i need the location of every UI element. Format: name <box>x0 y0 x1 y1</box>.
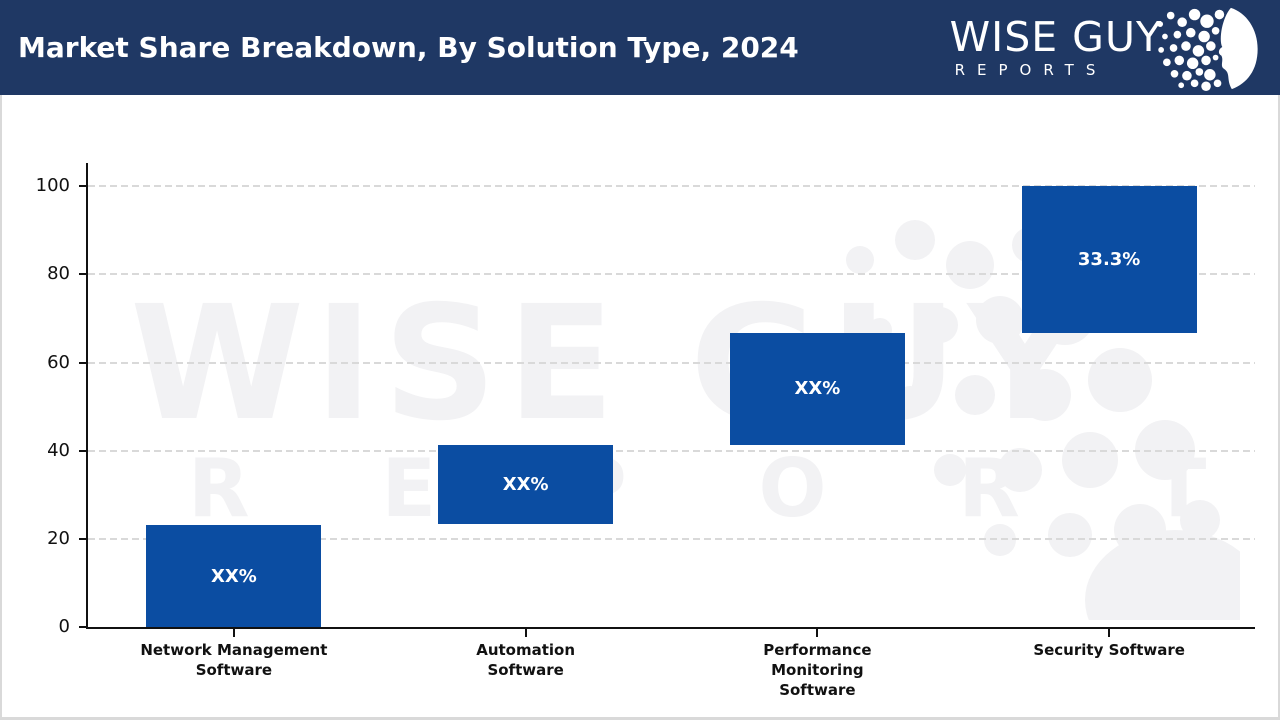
y-gridline <box>88 361 1255 364</box>
page-border-right <box>1278 95 1280 720</box>
bar-segment: 33.3% <box>1021 186 1197 334</box>
y-tick-label: 20 <box>47 527 70 549</box>
x-category-label-line: Software <box>195 661 273 679</box>
bar-value-label: XX% <box>794 378 841 400</box>
x-category-label: Security Software <box>963 640 1255 660</box>
x-axis-line <box>86 627 1255 629</box>
x-category-label-line: Software <box>779 681 856 699</box>
bar-segment: XX% <box>146 525 322 627</box>
y-tick-label: 60 <box>47 351 70 373</box>
y-gridline <box>88 185 1255 188</box>
brand-wordmark: WISE GUY <box>949 12 1162 61</box>
y-tick-label: 100 <box>35 175 70 197</box>
y-tick-mark <box>79 537 87 540</box>
x-category-label-line: Software <box>487 661 564 679</box>
y-tick-mark <box>79 449 87 452</box>
bar-segment: XX% <box>438 444 614 525</box>
x-category-label: Network Management Software <box>88 640 380 680</box>
bar-value-label: XX% <box>502 474 549 496</box>
brand-subtitle: REPORTS <box>954 60 1108 79</box>
x-category-label-line: Monitoring <box>771 661 864 679</box>
page-border-bottom <box>0 717 1280 720</box>
y-gridline <box>88 537 1255 540</box>
y-tick-label: 80 <box>47 263 70 285</box>
page-title: Market Share Breakdown, By Solution Type… <box>18 31 799 64</box>
x-tick-mark <box>816 629 819 637</box>
x-category-label: Performance Monitoring Software <box>672 640 964 700</box>
x-category-label-line: Network Management <box>140 641 328 659</box>
page-border-left <box>0 95 2 720</box>
x-category-label: Automation Software <box>380 640 672 680</box>
dotted-face-icon <box>1157 7 1258 91</box>
x-tick-mark <box>1108 629 1111 637</box>
x-tick-mark <box>524 629 527 637</box>
brand-logo-text: WISE GUY REPORTS <box>949 12 1162 79</box>
y-tick-mark <box>79 626 87 628</box>
y-tick-label: 0 <box>58 616 70 637</box>
x-tick-mark <box>232 629 235 637</box>
header-bar: Market Share Breakdown, By Solution Type… <box>0 0 1280 95</box>
brand-logo: WISE GUY REPORTS <box>950 5 1280 91</box>
bar-value-label: 33.3% <box>1077 249 1141 271</box>
bar-value-label: XX% <box>210 565 257 587</box>
y-tick-mark <box>79 185 87 188</box>
y-gridline <box>88 449 1255 452</box>
x-category-label-line: Performance <box>763 641 872 659</box>
bar-segment: XX% <box>729 332 905 445</box>
y-tick-mark <box>79 361 87 364</box>
y-gridline <box>88 273 1255 276</box>
x-category-label-line: Automation <box>476 641 576 659</box>
y-tick-label: 40 <box>47 439 70 461</box>
x-category-label-line: Security Software <box>1033 641 1185 659</box>
y-axis-line <box>86 163 88 629</box>
y-tick-mark <box>79 273 87 276</box>
